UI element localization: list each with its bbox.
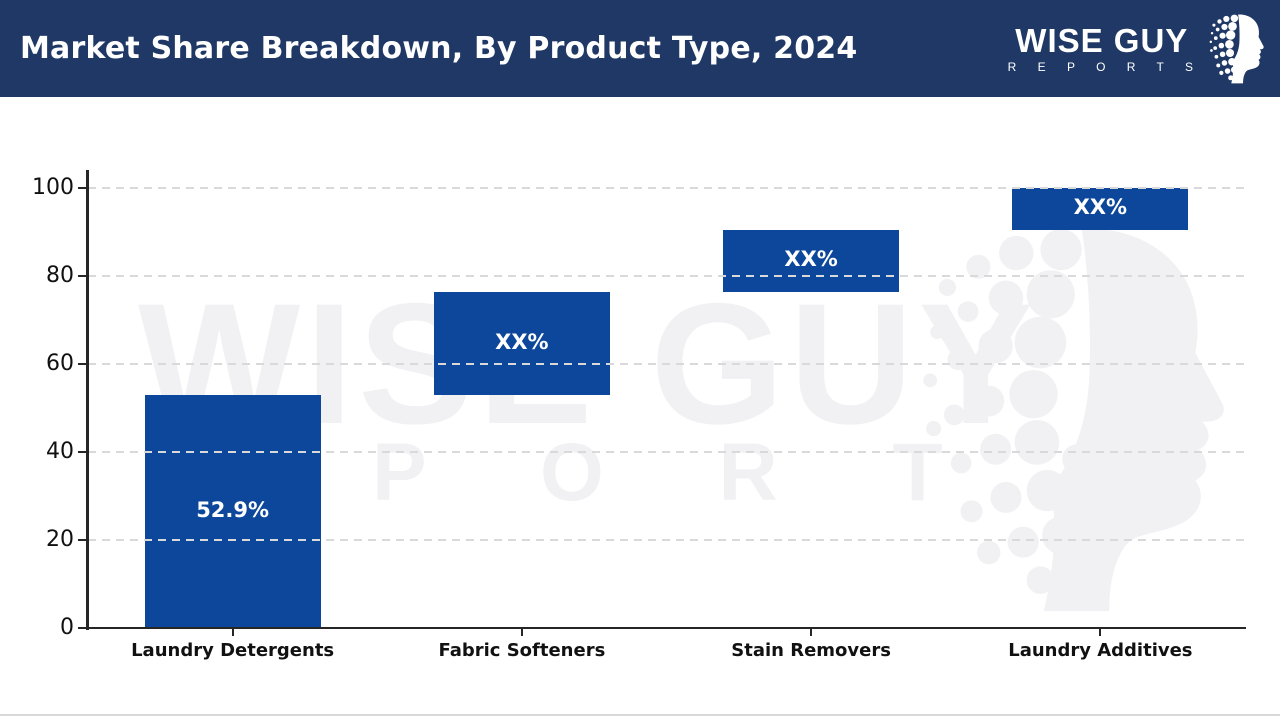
bar-value-label-laundry-additives: XX% (1073, 195, 1128, 220)
y-tick-mark-100 (78, 187, 87, 189)
wise-guy-reports-logo: WISE GUY R E P O R T S (1002, 9, 1266, 89)
x-tick-label-laundry-detergents: Laundry Detergents (131, 640, 335, 661)
y-tick-label-20: 20 (46, 527, 74, 552)
logo-head-icon (1204, 9, 1266, 89)
bar-laundry-detergents: 52.9% (144, 395, 321, 628)
y-tick-label-40: 40 (46, 439, 74, 464)
logo-text: WISE GUY R E P O R T S (1002, 24, 1202, 74)
y-axis-line (86, 170, 89, 630)
y-tick-mark-0 (78, 627, 87, 629)
x-tick-label-laundry-additives: Laundry Additives (1008, 640, 1193, 661)
y-tick-mark-80 (78, 275, 87, 277)
bar-value-label-fabric-softeners: XX% (495, 329, 549, 354)
bar-stain-removers: XX% (723, 230, 900, 293)
x-tick-mark-laundry-detergents (231, 628, 234, 636)
x-tick-label-fabric-softeners: Fabric Softeners (438, 640, 606, 661)
x-tick-mark-fabric-softeners (520, 628, 523, 636)
y-tick-label-60: 60 (46, 351, 74, 376)
chart-title: Market Share Breakdown, By Product Type,… (20, 31, 858, 66)
y-tick-mark-60 (78, 363, 87, 365)
y-tick-mark-40 (78, 451, 87, 453)
header-bar: Market Share Breakdown, By Product Type,… (0, 0, 1280, 97)
bar-value-label-stain-removers: XX% (784, 247, 838, 272)
y-tick-label-80: 80 (46, 263, 74, 288)
gridline-100 (88, 187, 1245, 189)
logo-wise-guy-text: WISE GUY (1015, 21, 1189, 59)
gridline-20 (88, 539, 1245, 541)
x-axis-line (86, 626, 1246, 629)
logo-reports-text: R E P O R T S (1007, 59, 1202, 74)
bar-value-label-laundry-detergents: 52.9% (196, 497, 270, 522)
bottom-divider (0, 714, 1280, 716)
y-tick-mark-20 (78, 539, 87, 541)
y-tick-label-0: 0 (60, 615, 74, 640)
x-tick-label-stain-removers: Stain Removers (731, 640, 891, 661)
gridline-60 (88, 363, 1245, 365)
x-tick-mark-laundry-additives (1099, 628, 1102, 636)
gridline-40 (88, 451, 1245, 453)
x-tick-mark-stain-removers (810, 628, 813, 636)
y-tick-label-100: 100 (32, 175, 74, 200)
gridline-80 (88, 275, 1245, 277)
bar-fabric-softeners: XX% (433, 292, 610, 396)
bar-laundry-additives: XX% (1012, 188, 1189, 231)
